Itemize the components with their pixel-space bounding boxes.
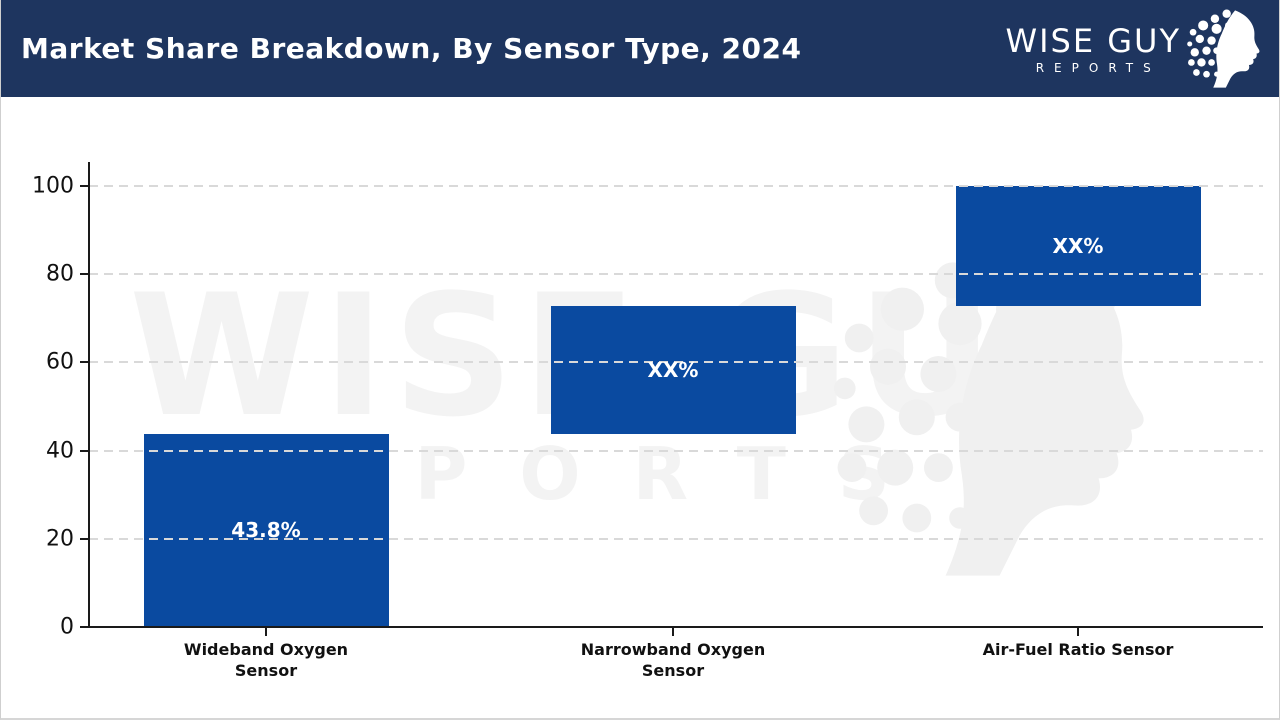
- y-tick-label: 20: [46, 526, 74, 552]
- bar-segment-3: [955, 186, 1201, 306]
- bar-segment-1: [143, 433, 389, 627]
- header-bar: Market Share Breakdown, By Sensor Type, …: [1, 0, 1279, 97]
- y-tick-label: 0: [60, 614, 74, 640]
- y-tick-label: 80: [46, 261, 74, 287]
- bar-value-label: XX%: [1052, 233, 1104, 258]
- y-tick-label: 60: [46, 349, 74, 375]
- gridline-80: [89, 273, 1263, 276]
- y-tick-mark: [80, 361, 88, 364]
- bar-value-label: 43.8%: [231, 518, 301, 543]
- y-tick-label: 100: [32, 173, 74, 199]
- x-category-label: Air-Fuel Ratio Sensor: [982, 640, 1174, 659]
- y-tick-mark: [80, 273, 88, 276]
- y-tick-label: 40: [46, 438, 74, 464]
- x-tick-mark: [672, 628, 674, 636]
- bar-segment-2: [550, 305, 796, 434]
- gridline-100: [89, 185, 1263, 187]
- logo-face-icon: [1187, 9, 1260, 88]
- x-tick-mark: [265, 628, 267, 636]
- x-tick-mark: [1077, 628, 1079, 636]
- y-tick-mark: [80, 537, 88, 540]
- logo-text: WISE GUY: [1005, 22, 1181, 60]
- y-tick-mark: [80, 626, 88, 628]
- logo-subtext: REPORTS: [1035, 61, 1161, 75]
- gridline-20: [89, 537, 1263, 540]
- page-title: Market Share Breakdown, By Sensor Type, …: [21, 32, 802, 65]
- y-tick-mark: [80, 449, 88, 452]
- bar-value-label: XX%: [647, 357, 699, 382]
- gridline-40: [89, 449, 1263, 452]
- x-axis-line: [88, 626, 1263, 628]
- wise-guy-logo: WISE GUY REPORTS: [1005, 6, 1267, 92]
- y-tick-mark: [80, 185, 88, 187]
- gridline-60: [89, 361, 1263, 364]
- y-axis-line: [88, 162, 90, 628]
- x-category-label: Narrowband Oxygen Sensor: [580, 640, 766, 680]
- x-category-label: Wideband Oxygen Sensor: [183, 640, 349, 680]
